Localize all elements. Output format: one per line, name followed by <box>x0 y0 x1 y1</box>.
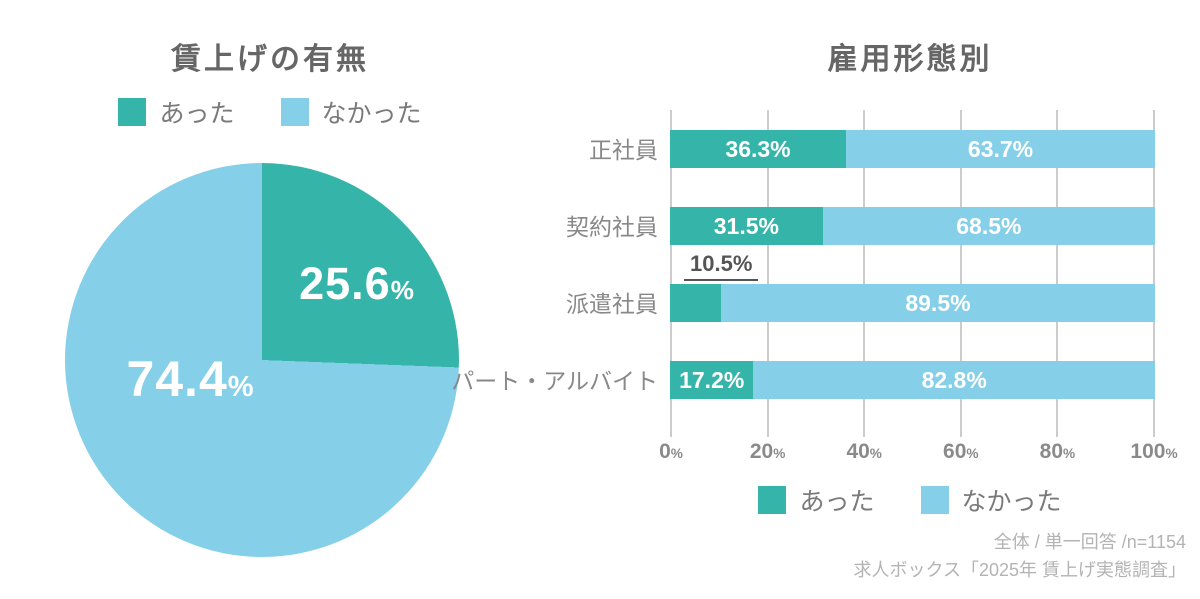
bar-row-label: パート・アルバイト <box>451 368 658 394</box>
atta-swatch-icon <box>758 486 787 514</box>
pie-legend: あった なかった <box>60 94 480 130</box>
nakatta-swatch-icon <box>280 98 309 126</box>
source-note-line1: 全体 / 単一回答 /n=1154 <box>993 532 1186 552</box>
bar-legend-label-nakatta: なかった <box>961 488 1062 516</box>
bar-row-label: 派遣社員 <box>566 291 658 317</box>
pie-slice-value-atta-number: 25.6 <box>299 258 391 309</box>
x-axis-tick-label: 60% <box>943 440 979 463</box>
x-axis-tick-label: 40% <box>846 440 882 463</box>
pie-legend-item-atta: あった <box>118 94 235 130</box>
pie-slice-value-atta-unit: % <box>390 275 415 305</box>
bar-segment-nakatta: 89.5% <box>720 284 1155 322</box>
pie-slice-value-nakatta: 74.4% <box>98 350 283 408</box>
pie-slice-value-nakatta-unit: % <box>227 371 255 403</box>
source-note-line2: 求人ボックス「2025年 賃上げ実態調査」 <box>853 560 1186 580</box>
bar-segment-value: 17.2% <box>679 366 745 393</box>
bar-segment-value: 89.5% <box>905 289 971 316</box>
pie-legend-label-nakatta: なかった <box>321 100 422 128</box>
bar-segment-value: 68.5% <box>956 212 1022 239</box>
bar-segment-atta: 17.2% <box>670 361 754 399</box>
stacked-bar: 36.3% 63.7% <box>670 130 1155 168</box>
pie-legend-item-nakatta: なかった <box>280 94 422 130</box>
x-axis-tick-label: 100% <box>1130 440 1178 463</box>
bar-segment-value: 82.8% <box>921 366 987 393</box>
pie-slice-value-atta: 25.6% <box>272 258 442 310</box>
gridline <box>670 110 672 437</box>
bar-legend-label-atta: あった <box>799 488 875 516</box>
source-note: 全体 / 単一回答 /n=1154 求人ボックス「2025年 賃上げ実態調査」 <box>853 528 1186 584</box>
bar-segment-atta <box>670 284 721 322</box>
bar-segment-callout-value: 10.5% <box>684 251 759 281</box>
bar-chart-title: 雇用形態別 <box>827 43 993 76</box>
stacked-bar: 31.5% 68.5% <box>670 207 1155 245</box>
bar-segment-atta: 31.5% <box>670 207 823 245</box>
gridline <box>766 110 769 437</box>
bar-legend-item-nakatta: なかった <box>920 482 1062 518</box>
bar-chart-plot-area <box>670 110 1155 437</box>
bar-segment-value: 36.3% <box>725 135 791 162</box>
pie-slice-value-nakatta-number: 74.4 <box>126 351 228 407</box>
gridline <box>1056 110 1059 437</box>
bar-legend: あった なかった <box>662 482 1158 518</box>
pie-legend-label-atta: あった <box>159 100 235 128</box>
x-axis-tick-label: 80% <box>1039 440 1076 463</box>
bar-segment-value: 63.7% <box>967 135 1034 162</box>
bar-row-label: 正社員 <box>589 137 658 163</box>
bar-legend-item-atta: あった <box>758 482 875 518</box>
bar-segment-nakatta: 63.7% <box>846 130 1155 168</box>
bar-segment-atta: 36.3% <box>670 130 847 168</box>
gridline <box>863 110 866 437</box>
stacked-bar: 89.5% <box>670 284 1155 322</box>
pie-chart-title: 賃上げの有無 <box>171 43 369 76</box>
bar-row-label: 契約社員 <box>566 214 658 240</box>
bar-segment-value: 31.5% <box>713 212 779 239</box>
stacked-bar: 17.2% 82.8% <box>670 361 1155 399</box>
gridline <box>1153 110 1155 437</box>
pie-chart <box>65 163 459 557</box>
bar-segment-nakatta: 82.8% <box>753 361 1155 399</box>
x-axis-tick-label: 0% <box>659 440 683 463</box>
x-axis-tick-label: 20% <box>749 440 786 463</box>
atta-swatch-icon <box>118 98 147 126</box>
bar-segment-nakatta: 68.5% <box>822 207 1155 245</box>
gridline <box>959 110 962 437</box>
nakatta-swatch-icon <box>920 486 949 514</box>
